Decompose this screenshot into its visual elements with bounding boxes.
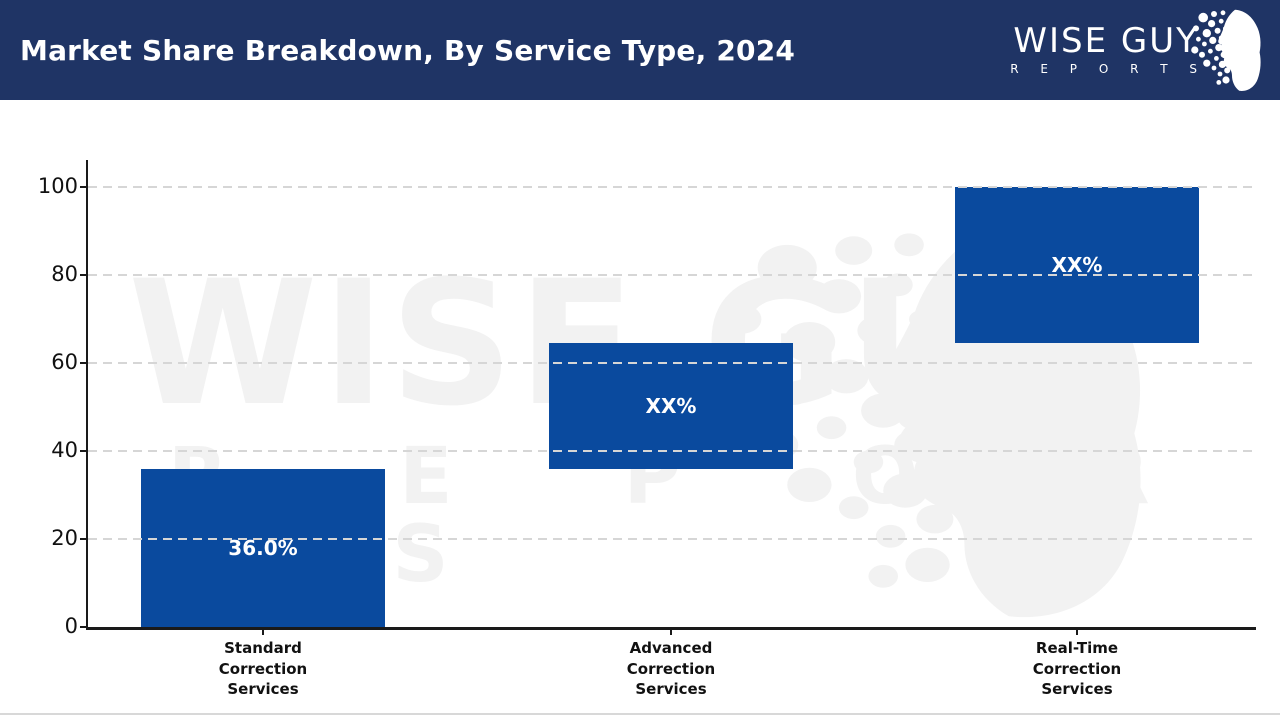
logo-head-icon: [1190, 8, 1268, 92]
x-axis-spine: [86, 627, 1256, 630]
x-tick-mark: [670, 629, 672, 635]
y-tick-mark: [80, 362, 88, 364]
page-title: Market Share Breakdown, By Service Type,…: [20, 33, 796, 67]
x-category-label: Real-Time Correction Services: [1032, 639, 1122, 699]
logo-wordmark: WISE GUY: [1013, 21, 1199, 61]
y-tick-mark: [80, 538, 88, 540]
wiseguy-logo: WISE GUY R E P O R T S: [1006, 8, 1268, 92]
y-tick-mark: [80, 186, 88, 188]
bottom-divider: [0, 713, 1280, 715]
x-category-label: Standard Correction Services: [218, 639, 308, 699]
y-axis-spine: [86, 160, 88, 629]
y-tick-label: 80: [51, 262, 78, 286]
x-tick-mark: [262, 629, 264, 635]
x-category-label: Advanced Correction Services: [626, 639, 716, 699]
y-tick-mark: [80, 274, 88, 276]
bar-segment-1: 36.0%: [141, 468, 385, 627]
y-tick-label: 20: [51, 526, 78, 550]
header: Market Share Breakdown, By Service Type,…: [0, 0, 1280, 100]
y-tick-label: 60: [51, 350, 78, 374]
bar-value-label: XX%: [1051, 253, 1103, 278]
y-tick-mark: [80, 450, 88, 452]
y-tick-label: 0: [64, 614, 78, 638]
x-tick-mark: [1076, 629, 1078, 635]
logo-text: WISE GUY R E P O R T S: [1006, 24, 1206, 76]
bar-value-label: XX%: [645, 393, 697, 418]
y-tick-mark: [80, 626, 88, 628]
y-tick-label: 40: [51, 438, 78, 462]
bar-segment-2: XX%: [549, 343, 793, 469]
y-tick-label: 100: [37, 174, 78, 198]
logo-subtext: R E P O R T S: [1010, 62, 1206, 76]
bar-segment-3: XX%: [955, 187, 1199, 344]
